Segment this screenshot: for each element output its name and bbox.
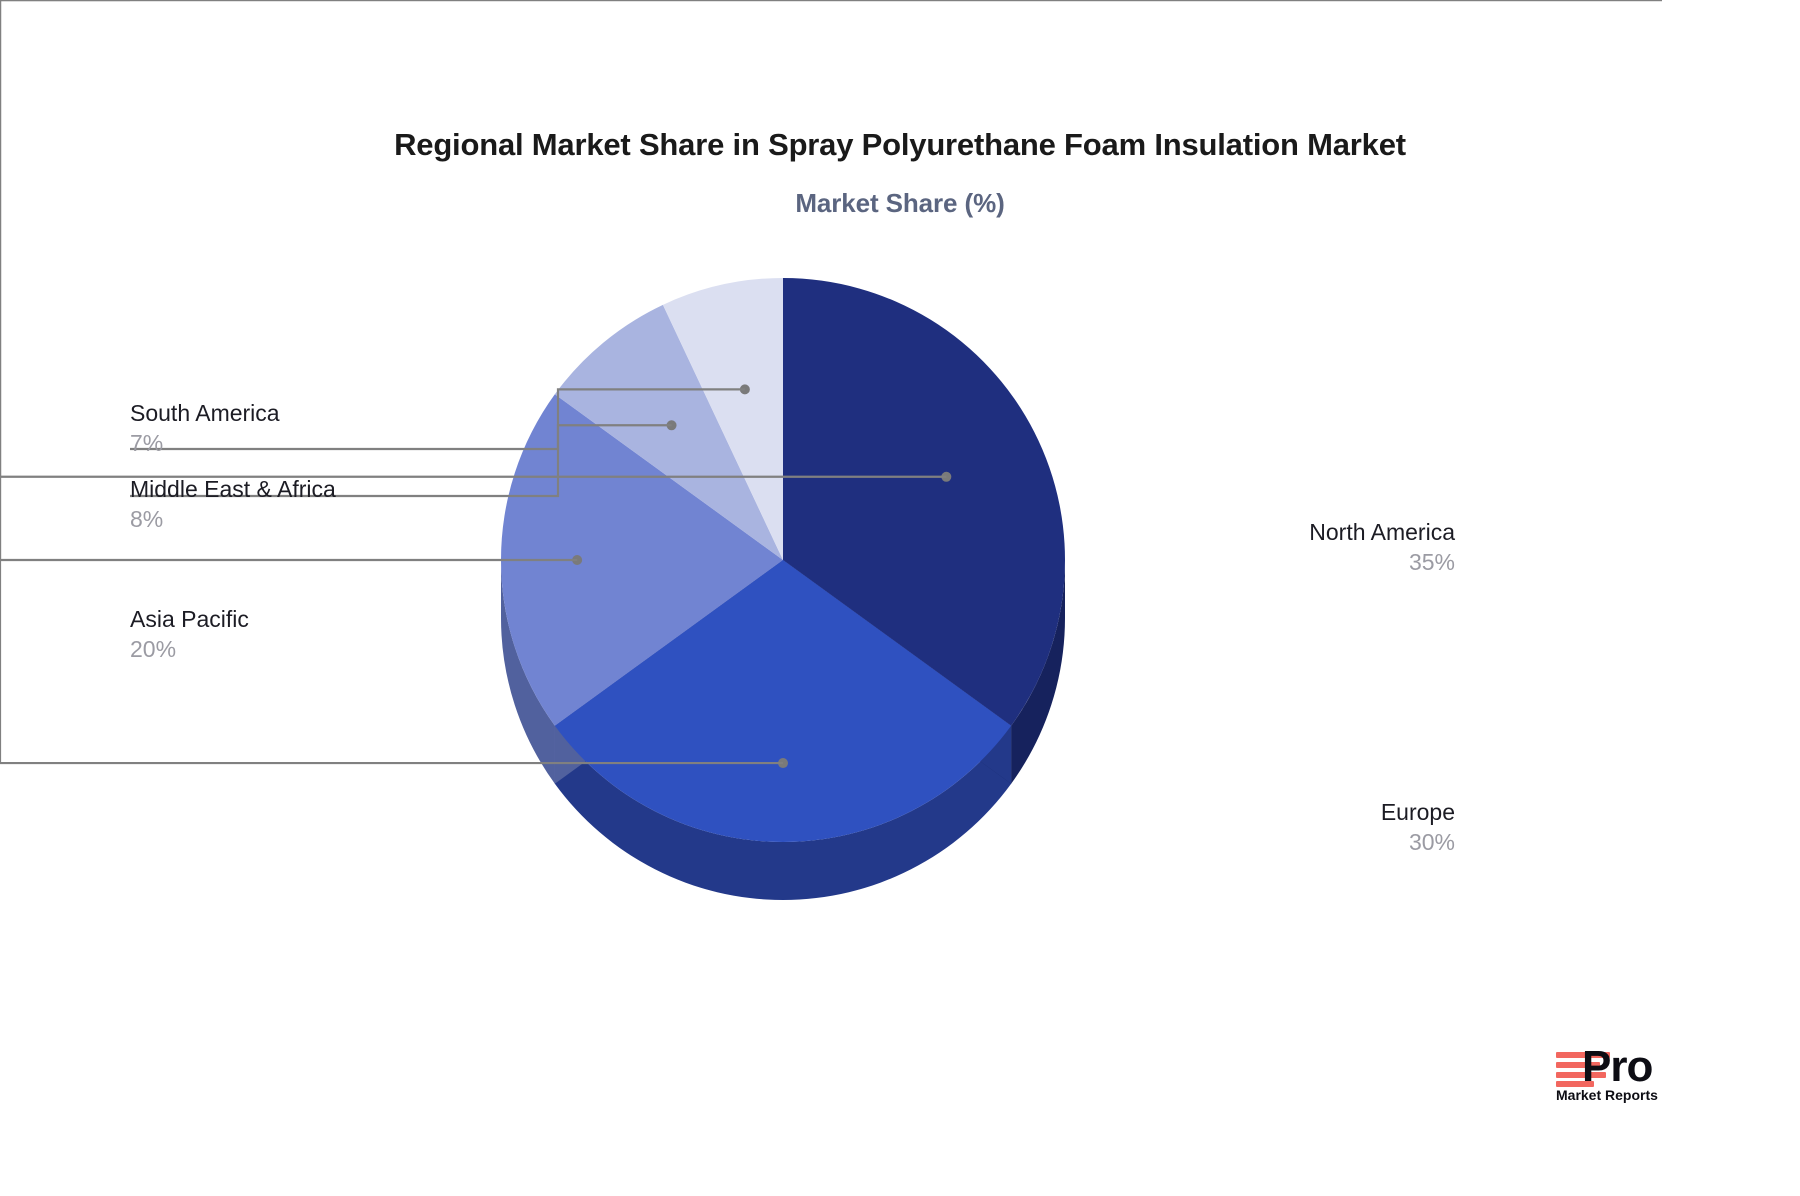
pie-label-north-america-name: North America [1309, 519, 1455, 545]
pie-3d-group [500, 278, 1065, 901]
logo-bar-3 [1556, 1072, 1606, 1078]
pie-label-north-america[interactable]: North America 35% [1309, 517, 1455, 577]
leader-line-middle-east-africa [130, 420, 677, 498]
pie-slice-south-america[interactable] [662, 278, 783, 560]
logo-bar-1 [1556, 1052, 1610, 1058]
pie-label-asia-pacific[interactable]: Asia Pacific 20% [130, 604, 249, 664]
leader-line-south-america [130, 384, 750, 451]
leader-line-europe [0, 0, 1662, 769]
pie-label-middle-east-africa[interactable]: Middle East & Africa 8% [130, 474, 336, 534]
pie-label-south-america-name: South America [130, 400, 280, 426]
leader-line-asia-pacific [0, 0, 583, 565]
pie-slice-side-asia-pacific [501, 560, 555, 784]
logo-bar-2 [1556, 1062, 1600, 1068]
leader-line-path [130, 424, 672, 498]
pie-slice-europe[interactable] [554, 560, 1012, 843]
pie-label-asia-pacific-name: Asia Pacific [130, 606, 249, 632]
logo-bar-4 [1556, 1081, 1594, 1087]
chart-subtitle: Market Share (%) [795, 188, 1005, 218]
logo-bars-icon [1556, 1052, 1610, 1087]
pie-slice-middle-east-africa[interactable] [554, 304, 783, 560]
leader-line-path [130, 388, 745, 451]
pie-label-europe-value: 30% [1408, 829, 1455, 855]
pie-label-middle-east-africa-value: 8% [130, 506, 164, 532]
pie-label-europe-name: Europe [1380, 799, 1455, 825]
pie-label-asia-pacific-value: 20% [130, 636, 177, 662]
pro-market-reports-logo: Pro Market Reports [1556, 1042, 1688, 1103]
pie-slice-side-north-america [1011, 560, 1065, 784]
pie-label-north-america-value: 35% [1408, 549, 1455, 575]
leader-line-north-america [0, 0, 1662, 482]
pie-label-middle-east-africa-name: Middle East & Africa [130, 476, 336, 502]
pie-slice-north-america[interactable] [783, 278, 1065, 726]
leader-line-path [0, 0, 578, 562]
pie-slice-side-europe [554, 725, 1012, 901]
leader-line-path [0, 0, 1662, 765]
pie-label-south-america-value: 7% [130, 430, 164, 456]
logo-tagline: Market Reports [1556, 1087, 1658, 1103]
leader-lines-group [0, 0, 1662, 769]
chart-title: Regional Market Share in Spray Polyureth… [394, 127, 1406, 162]
pie-label-europe[interactable]: Europe 30% [1381, 797, 1455, 857]
leader-line-path [0, 0, 1662, 478]
pie-label-south-america[interactable]: South America 7% [130, 398, 280, 458]
logo-wordmark: Pro [1582, 1042, 1653, 1091]
